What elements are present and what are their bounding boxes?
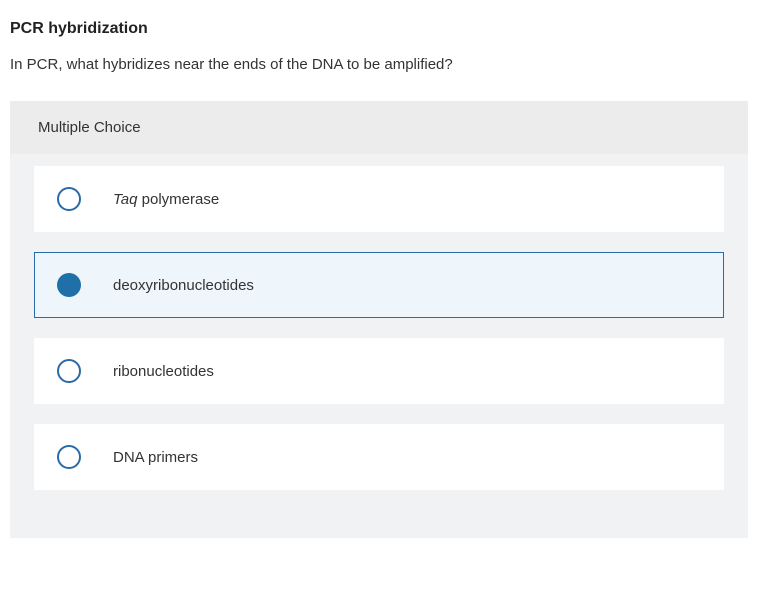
option-ribonucleotides[interactable]: ribonucleotides (34, 338, 724, 404)
option-label-text: ribonucleotides (113, 363, 214, 380)
question-title: PCR hybridization (10, 20, 748, 38)
question-text: In PCR, what hybridizes near the ends of… (10, 56, 748, 73)
option-label-text: DNA primers (113, 449, 198, 466)
options-list: Taq polymerase deoxyribonucleotides ribo… (10, 154, 748, 490)
option-label: DNA primers (113, 449, 198, 466)
radio-icon (57, 359, 81, 383)
option-taq-polymerase[interactable]: Taq polymerase (34, 166, 724, 232)
option-label-text: deoxyribonucleotides (113, 277, 254, 294)
option-dna-primers[interactable]: DNA primers (34, 424, 724, 490)
option-label: deoxyribonucleotides (113, 277, 254, 294)
option-label: ribonucleotides (113, 363, 214, 380)
option-deoxyribonucleotides[interactable]: deoxyribonucleotides (34, 252, 724, 318)
radio-icon (57, 187, 81, 211)
radio-icon (57, 273, 81, 297)
mc-header: Multiple Choice (10, 101, 748, 154)
radio-icon (57, 445, 81, 469)
multiple-choice-container: Multiple Choice Taq polymerase deoxyribo… (10, 101, 748, 538)
option-label-italic: Taq (113, 191, 137, 208)
option-label: Taq polymerase (113, 191, 219, 208)
option-label-text: polymerase (137, 191, 219, 208)
